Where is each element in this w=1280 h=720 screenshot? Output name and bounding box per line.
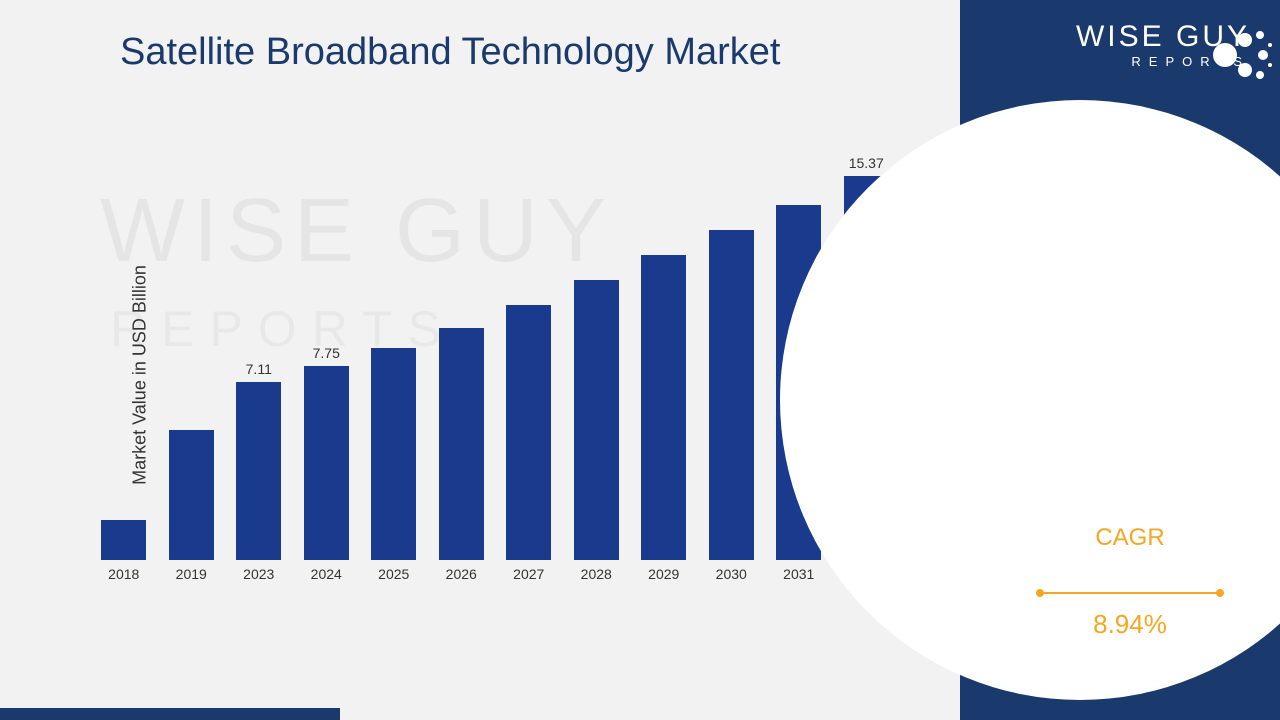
bar-rect (304, 366, 349, 560)
cagr-label: CAGR (1040, 524, 1220, 552)
bar-rect (236, 382, 281, 560)
bar-rect (709, 230, 754, 560)
logo-dots-icon (1205, 20, 1275, 90)
bar-year-label: 2019 (161, 566, 221, 582)
bar-rect (101, 520, 146, 560)
bar-year-label: 2024 (296, 566, 356, 582)
bar-2024: 7.752024 (296, 345, 356, 560)
bar-year-label: 2028 (566, 566, 626, 582)
cagr-divider (1040, 592, 1220, 594)
bar-2029: 2029 (634, 255, 694, 560)
bar-2030: 2030 (701, 230, 761, 560)
bar-rect (506, 305, 551, 560)
bar-rect (169, 430, 214, 560)
bar-2027: 2027 (499, 305, 559, 560)
bar-2019: 2019 (161, 430, 221, 560)
bar-year-label: 2025 (364, 566, 424, 582)
bar-chart: Market Value in USD Billion 201820197.11… (70, 160, 900, 590)
bar-year-label: 2029 (634, 566, 694, 582)
bottom-accent-bar (0, 708, 340, 720)
bars-container: 201820197.1120237.7520242025202620272028… (90, 160, 900, 560)
bar-rect (439, 328, 484, 561)
bar-2023: 7.112023 (229, 361, 289, 560)
logo: WISE GUY REPORTS (1076, 20, 1250, 71)
bar-rect (641, 255, 686, 560)
bar-2026: 2026 (431, 328, 491, 561)
bar-value-label: 7.11 (246, 361, 272, 377)
bar-rect (371, 348, 416, 561)
bar-year-label: 2026 (431, 566, 491, 582)
bar-year-label: 2030 (701, 566, 761, 582)
cagr-period: (2019-2032) (1040, 554, 1220, 577)
bar-year-label: 2027 (499, 566, 559, 582)
bar-year-label: 2023 (229, 566, 289, 582)
bar-year-label: 2018 (94, 566, 154, 582)
bar-value-label: 15.37 (849, 155, 884, 171)
bar-rect (574, 280, 619, 560)
cagr-box: CAGR (2019-2032) 8.94% (1040, 524, 1220, 640)
bar-value-label: 7.75 (313, 345, 340, 361)
side-panel: WISE GUY REPORTS CAGR (2019-2032) 8.94% (960, 0, 1280, 720)
bar-2018: 2018 (94, 520, 154, 560)
bar-2028: 2028 (566, 280, 626, 560)
chart-title: Satellite Broadband Technology Market (120, 30, 781, 76)
cagr-value: 8.94% (1040, 609, 1220, 640)
bar-2025: 2025 (364, 348, 424, 561)
bar-year-label: 2031 (769, 566, 829, 582)
